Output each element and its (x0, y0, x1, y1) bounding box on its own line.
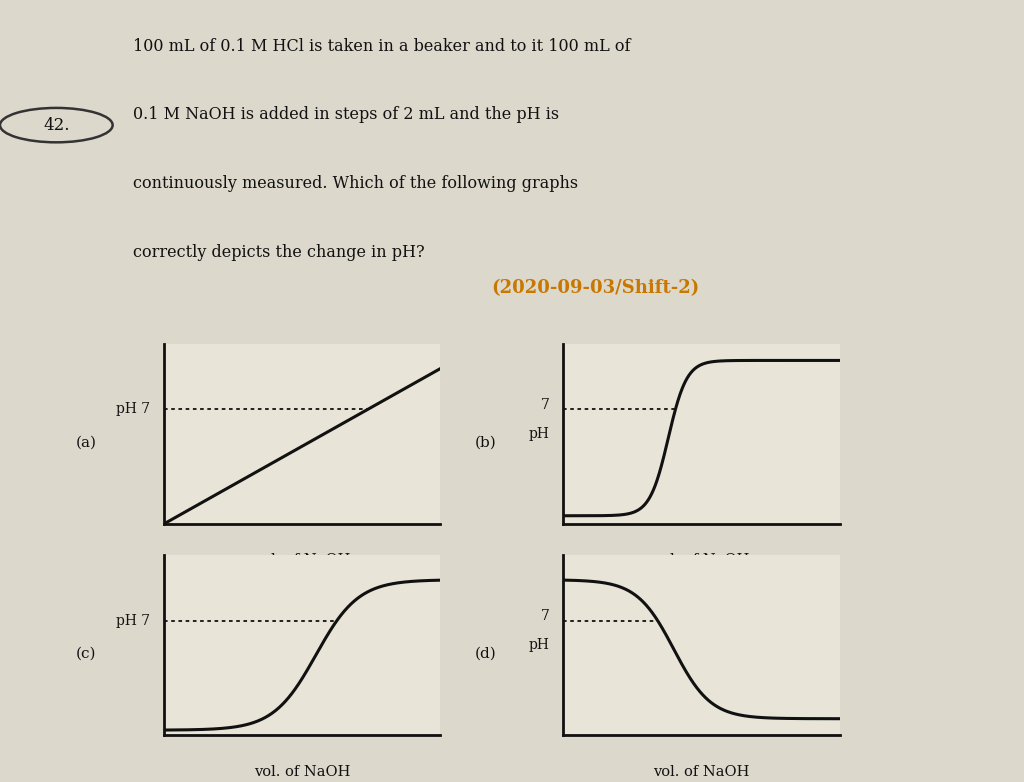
Text: 42.: 42. (43, 117, 70, 134)
Text: (2020-09-03/Shift-2): (2020-09-03/Shift-2) (492, 279, 699, 297)
Text: 7: 7 (541, 397, 550, 411)
Text: (b): (b) (475, 436, 497, 449)
Text: pH 7: pH 7 (116, 614, 150, 628)
Text: 0.1 M NaOH is added in steps of 2 mL and the pH is: 0.1 M NaOH is added in steps of 2 mL and… (133, 106, 559, 124)
Text: 100 mL of 0.1 M HCl is taken in a beaker and to it 100 mL of: 100 mL of 0.1 M HCl is taken in a beaker… (133, 38, 631, 55)
Text: vol. of NaOH: vol. of NaOH (254, 765, 350, 779)
Text: pH: pH (528, 427, 550, 441)
Text: pH: pH (528, 638, 550, 652)
Text: vol. of NaOH: vol. of NaOH (653, 554, 750, 568)
Text: (a): (a) (76, 436, 96, 449)
Text: continuously measured. Which of the following graphs: continuously measured. Which of the foll… (133, 175, 579, 192)
Text: correctly depicts the change in pH?: correctly depicts the change in pH? (133, 244, 425, 261)
Text: (c): (c) (76, 647, 96, 660)
Text: vol. of NaOH: vol. of NaOH (653, 765, 750, 779)
Text: (d): (d) (475, 647, 497, 660)
Text: vol. of NaOH: vol. of NaOH (254, 554, 350, 568)
Text: 7: 7 (541, 608, 550, 622)
Text: pH 7: pH 7 (116, 403, 150, 417)
